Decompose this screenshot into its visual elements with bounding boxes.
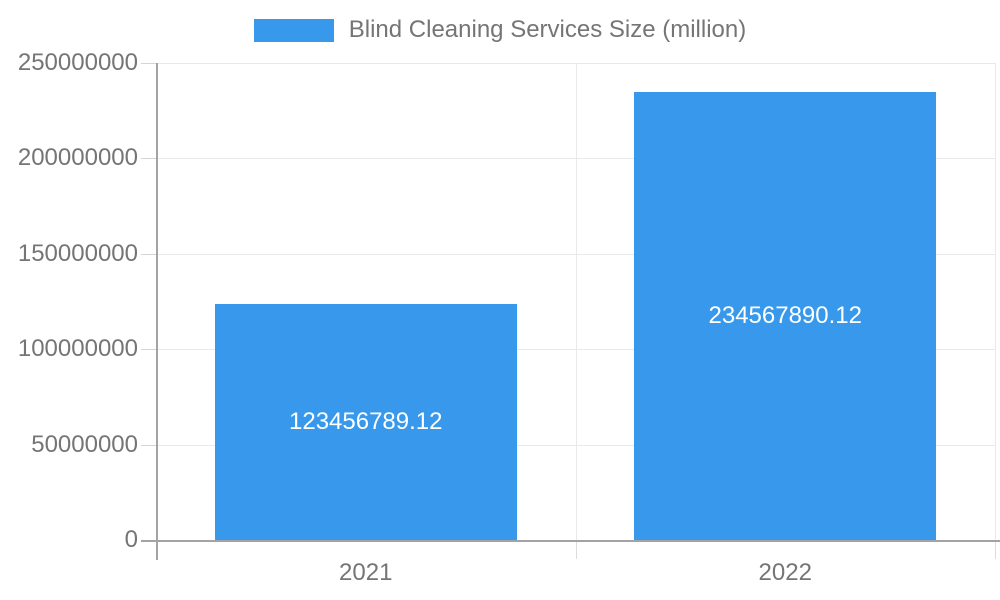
legend-swatch-icon [253,18,334,42]
x-axis-tick [575,540,577,559]
y-axis-label: 200000000 [17,144,138,172]
x-axis-tick [995,540,996,559]
y-axis-label: 100000000 [17,335,138,363]
v-gridline [995,63,996,540]
legend-label: Blind Cleaning Services Size (million) [348,16,747,43]
legend[interactable]: Blind Cleaning Services Size (million) [0,16,1000,44]
y-axis-label: 50000000 [31,430,138,458]
y-axis-tick [141,158,156,160]
y-axis-tick [141,349,156,351]
x-axis-label: 2022 [758,559,812,586]
y-axis-tick [141,63,156,64]
y-axis-label: 250000000 [17,49,138,76]
y-axis-label: 150000000 [17,239,138,267]
x-axis-line [141,540,1000,542]
x-axis-label: 2021 [339,559,393,586]
y-axis-line [156,63,158,560]
v-gridline [575,63,577,540]
y-axis-tick [141,253,156,255]
bar-2021[interactable] [214,304,517,540]
y-axis-label: 0 [124,526,138,553]
y-axis-tick [141,444,156,446]
bar-2022[interactable] [634,92,937,540]
